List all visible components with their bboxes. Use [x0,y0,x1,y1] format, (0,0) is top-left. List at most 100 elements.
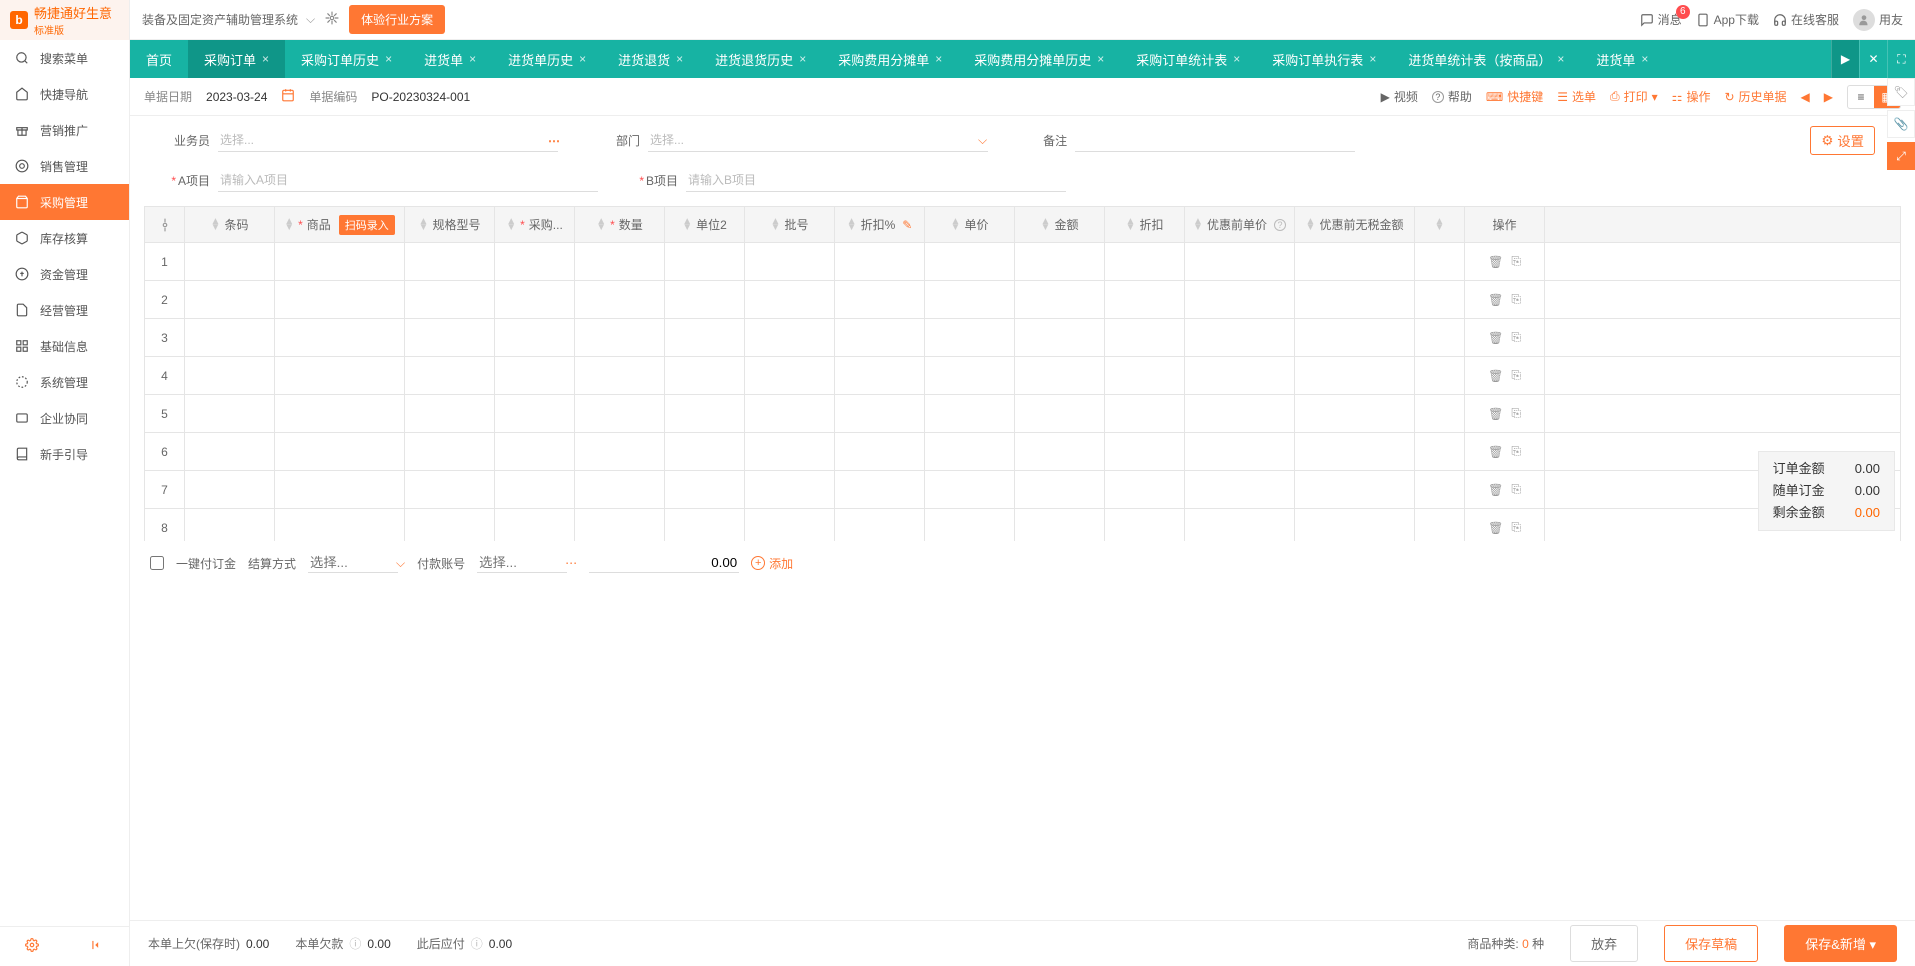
operations-link[interactable]: ⚏ 操作 [1672,88,1711,105]
col-pre-price[interactable]: ▲▼优惠前单价? [1185,207,1295,242]
method-select[interactable] [308,553,398,573]
col-qty[interactable]: ▲▼*数量 [575,207,665,242]
view-list[interactable]: ≡ [1848,86,1874,108]
copy-icon[interactable]: ⎘ [1511,292,1521,307]
tab[interactable]: 进货单× [1580,40,1664,78]
delete-icon[interactable]: 🗑 [1488,483,1503,497]
dept-input[interactable] [648,129,988,152]
close-icon[interactable]: × [579,52,586,66]
col-gear[interactable] [145,207,185,242]
sidebar-item-link[interactable]: 企业协同 [0,400,129,436]
tab-fullscreen[interactable]: ⛶ [1887,40,1915,78]
pencil-icon[interactable]: ✎ [902,218,912,232]
oneclick-deposit-checkbox[interactable] [150,556,164,570]
video-link[interactable]: ▶ 视频 [1381,88,1418,105]
tab[interactable]: 采购订单执行表× [1256,40,1392,78]
delete-icon[interactable]: 🗑 [1488,255,1503,269]
sidebar-item-cart[interactable]: 采购管理 [0,184,129,220]
nav-prev[interactable]: ◀ [1801,90,1810,104]
delete-icon[interactable]: 🗑 [1488,331,1503,345]
copy-icon[interactable]: ⎘ [1511,406,1521,421]
col-product[interactable]: ▲▼*商品扫码录入 [275,207,405,242]
hotkey-link[interactable]: ⌨ 快捷键 [1486,88,1543,105]
close-icon[interactable]: × [799,52,806,66]
messages-button[interactable]: 消息 6 [1640,11,1682,28]
calendar-icon[interactable] [281,88,295,105]
sidebar-item-gear-dashed[interactable]: 系统管理 [0,364,129,400]
info-icon[interactable]: ⓘ [349,935,361,952]
copy-icon[interactable]: ⎘ [1511,254,1521,269]
copy-icon[interactable]: ⎘ [1511,520,1521,535]
col-extra[interactable]: ▲▼ [1415,207,1465,242]
rail-tag-button[interactable]: 🏷 [1887,78,1915,106]
tab[interactable]: 采购费用分摊单历史× [958,40,1120,78]
tab[interactable]: 采购订单历史× [285,40,408,78]
close-icon[interactable]: × [1641,52,1648,66]
help-link[interactable]: ? 帮助 [1432,88,1472,105]
tab-close-all[interactable]: ✕ [1859,40,1887,78]
print-link[interactable]: ⎙ 打印 ▾ [1610,88,1658,105]
info-icon[interactable]: ⓘ [471,935,483,952]
remark-input[interactable] [1075,129,1355,152]
delete-icon[interactable]: 🗑 [1488,445,1503,459]
nav-next[interactable]: ▶ [1824,90,1833,104]
industry-plan-button[interactable]: 体验行业方案 [349,5,445,34]
delete-icon[interactable]: 🗑 [1488,293,1503,307]
delete-icon[interactable]: 🗑 [1488,369,1503,383]
col-batch[interactable]: ▲▼批号 [745,207,835,242]
col-price[interactable]: ▲▼单价 [925,207,1015,242]
tab[interactable]: 进货退货历史× [699,40,822,78]
sidebar-item-home[interactable]: 快捷导航 [0,76,129,112]
b-input[interactable] [686,169,1066,192]
table-row[interactable]: 7🗑⎘ [145,471,1900,509]
delete-icon[interactable]: 🗑 [1488,407,1503,421]
col-pre-tax[interactable]: ▲▼优惠前无税金额 [1295,207,1415,242]
info-icon[interactable]: ? [1274,219,1286,231]
history-link[interactable]: ↻ 历史单据 [1724,88,1786,105]
col-purch[interactable]: ▲▼*采购... [495,207,575,242]
form-settings-button[interactable]: ⚙ 设置 [1810,126,1875,155]
col-unit2[interactable]: ▲▼单位2 [665,207,745,242]
copy-icon[interactable]: ⎘ [1511,482,1521,497]
tab[interactable]: 采购费用分摊单× [822,40,958,78]
method-chevron-icon[interactable]: ⌵ [396,556,405,571]
save-new-button[interactable]: 保存&新增 ▾ [1784,925,1897,962]
col-discount-pct[interactable]: ▲▼折扣%✎ [835,207,925,242]
sidebar-item-doc[interactable]: 经营管理 [0,292,129,328]
table-row[interactable]: 3🗑⎘ [145,319,1900,357]
salesman-input[interactable] [218,129,558,152]
sidebar-item-book[interactable]: 新手引导 [0,436,129,472]
scan-entry-button[interactable]: 扫码录入 [339,215,395,235]
close-icon[interactable]: × [1557,52,1564,66]
sidebar-item-search[interactable]: 搜索菜单 [0,40,129,76]
a-input[interactable] [218,169,598,192]
user-menu[interactable]: 用友 [1853,9,1903,31]
close-icon[interactable]: × [262,52,269,66]
close-icon[interactable]: × [385,52,392,66]
close-icon[interactable]: × [1369,52,1376,66]
close-icon[interactable]: × [935,52,942,66]
tab[interactable]: 进货退货× [602,40,699,78]
rail-attach-button[interactable]: 📎 [1887,110,1915,138]
copy-icon[interactable]: ⎘ [1511,330,1521,345]
account-dots-icon[interactable]: ⋯ [565,556,577,570]
col-barcode[interactable]: ▲▼条码 [185,207,275,242]
table-row[interactable]: 8🗑⎘ [145,509,1900,541]
select-order-link[interactable]: ☰ 选单 [1557,88,1596,105]
discard-button[interactable]: 放弃 [1570,925,1638,962]
date-value[interactable]: 2023-03-24 [206,90,267,104]
settings-icon[interactable] [25,938,39,955]
collapse-icon[interactable] [90,938,104,955]
salesman-picker-icon[interactable]: ⋯ [548,134,560,148]
rail-expand-button[interactable]: ⤢ [1887,142,1915,170]
sidebar-item-grid[interactable]: 基础信息 [0,328,129,364]
tab-scroll-right[interactable]: ▶ [1831,40,1859,78]
tab[interactable]: 采购订单× [188,40,285,78]
table-row[interactable]: 1🗑⎘ [145,243,1900,281]
table-row[interactable]: 2🗑⎘ [145,281,1900,319]
tab[interactable]: 采购订单统计表× [1120,40,1256,78]
dept-chevron-icon[interactable]: ⌵ [978,133,987,148]
tab[interactable]: 进货单统计表（按商品）× [1392,40,1580,78]
payment-amount[interactable] [589,553,739,573]
sidebar-item-money[interactable]: 资金管理 [0,256,129,292]
